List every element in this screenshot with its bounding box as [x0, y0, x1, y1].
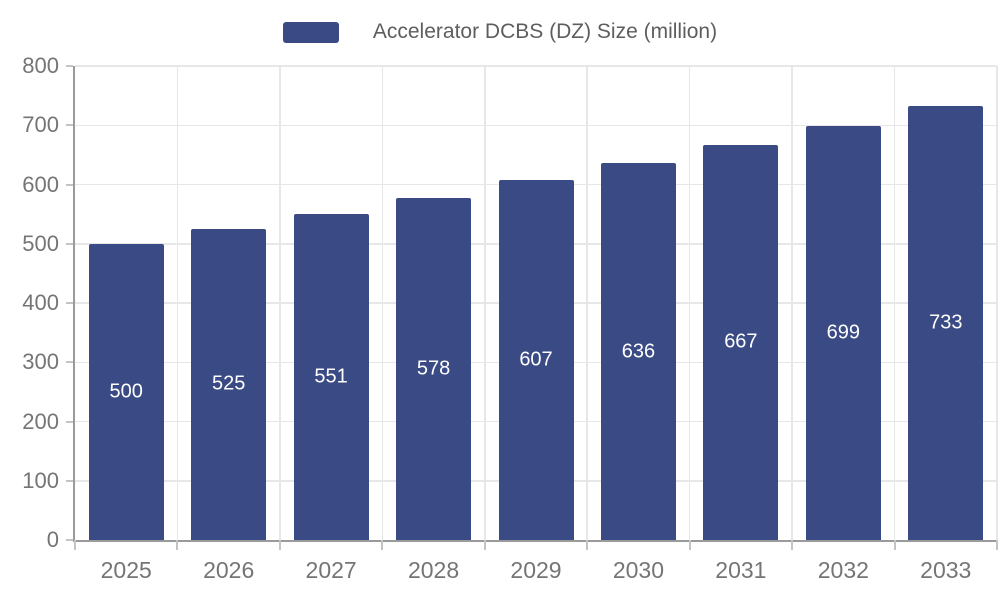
x-axis-tick-label: 2032 [817, 557, 869, 583]
vertical-gridline [996, 66, 998, 540]
x-axis-tick-label: 2030 [612, 557, 665, 583]
x-axis-tick [791, 540, 794, 550]
bar-value-label: 578 [416, 357, 451, 380]
y-axis-tick [66, 242, 73, 245]
x-axis-tick-label: 2029 [510, 557, 562, 583]
x-axis-tick [586, 540, 589, 550]
plot-area: 0 100 200 300 400 500 600 700 800 500 2025 525 2026 5… [22, 53, 998, 583]
x-axis-tick-label: 2028 [407, 557, 460, 583]
vertical-gridline [484, 66, 486, 540]
x-axis-tick [893, 540, 896, 550]
bar-2028[interactable]: 578 [396, 197, 472, 540]
y-axis-tick [66, 539, 73, 541]
vertical-gridline [176, 66, 179, 540]
y-axis-tick [66, 302, 73, 304]
bar-2026[interactable]: 525 [191, 228, 267, 540]
y-axis-tick [66, 124, 73, 127]
y-axis-tick [66, 65, 73, 67]
bar-2029[interactable]: 607 [498, 180, 574, 540]
bar-2033[interactable]: 733 [908, 105, 984, 540]
bar-2030[interactable]: 636 [600, 163, 676, 540]
bar-value-label: 500 [109, 380, 143, 403]
x-axis-tick-label: 2033 [920, 557, 972, 583]
y-axis-tick-label: 100 [22, 467, 59, 493]
y-axis-tick [66, 183, 73, 186]
y-axis-tick-label: 400 [22, 290, 59, 315]
y-axis-tick-label: 200 [22, 408, 59, 434]
x-axis-tick [381, 540, 384, 550]
bar-value-label: 551 [314, 365, 348, 388]
vertical-gridline [791, 66, 793, 540]
legend-label: Accelerator DCBS (DZ) Size (million) [372, 20, 718, 43]
x-axis-tick-label: 2025 [100, 557, 152, 583]
bar-value-label: 607 [519, 348, 553, 371]
x-axis-tick-label: 2027 [305, 557, 357, 583]
bar-value-label: 636 [621, 340, 656, 363]
bar-value-label: 667 [724, 330, 758, 353]
bar-2025[interactable]: 500 [88, 243, 164, 540]
horizontal-gridline [75, 65, 997, 67]
x-axis-tick-label: 2026 [203, 557, 255, 583]
vertical-gridline [381, 66, 384, 540]
horizontal-gridline [75, 124, 997, 126]
x-axis-tick [688, 540, 691, 550]
y-axis-tick-label: 700 [22, 112, 59, 138]
bar-value-label: 733 [929, 311, 963, 334]
vertical-gridline [586, 66, 588, 540]
y-axis-tick [66, 361, 73, 364]
y-axis-tick-label: 800 [22, 53, 59, 78]
bar-2027[interactable]: 551 [293, 213, 369, 540]
bar-value-label: 525 [211, 372, 246, 395]
x-axis-tick [74, 540, 76, 550]
y-axis-tick [66, 479, 73, 482]
y-axis-tick-label: 300 [22, 349, 59, 375]
legend-swatch [282, 21, 339, 43]
y-axis-tick-label: 0 [46, 527, 59, 552]
bar-2032[interactable]: 699 [805, 125, 881, 540]
x-axis-tick [278, 540, 281, 550]
legend[interactable]: Accelerator DCBS (DZ) Size (million) [0, 14, 1000, 50]
bar-value-label: 699 [826, 321, 861, 344]
x-axis-tick [996, 540, 998, 550]
bar-2031[interactable]: 667 [703, 144, 779, 540]
x-axis-tick [176, 540, 179, 550]
x-axis-tick [483, 540, 486, 550]
vertical-gridline [893, 66, 896, 540]
x-axis-tick-label: 2031 [715, 557, 767, 583]
y-axis-tick [66, 420, 73, 423]
y-axis-tick-label: 500 [22, 230, 59, 256]
vertical-gridline [688, 66, 691, 540]
vertical-gridline [279, 66, 281, 540]
y-axis-tick-label: 600 [22, 171, 59, 197]
